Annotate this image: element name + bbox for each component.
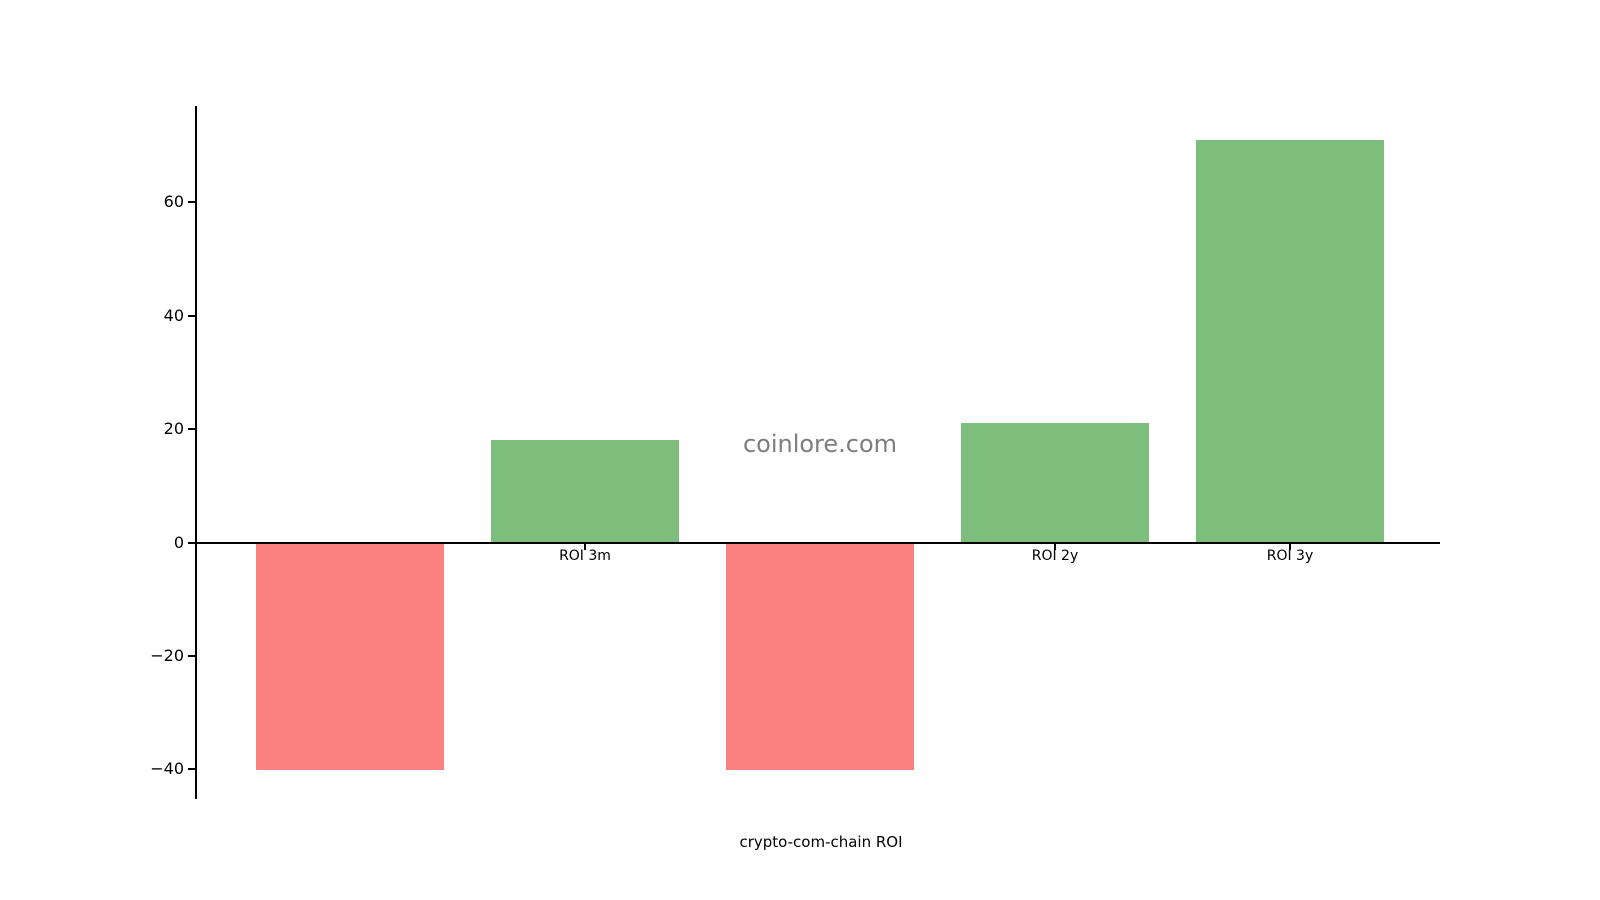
y-tick-label: −40 bbox=[150, 759, 184, 779]
y-tick-mark bbox=[188, 654, 195, 657]
y-tick-mark bbox=[188, 541, 195, 544]
y-axis-line bbox=[195, 106, 197, 799]
y-tick-mark bbox=[188, 314, 195, 317]
x-tick-mark bbox=[1054, 543, 1056, 550]
x-tick-mark bbox=[584, 543, 586, 550]
x-tick-label: ROI 3m bbox=[559, 547, 611, 564]
bar-positive bbox=[491, 440, 679, 543]
y-tick-label: −20 bbox=[150, 645, 184, 665]
bar-negative bbox=[256, 543, 444, 771]
x-axis-line bbox=[195, 541, 1440, 544]
y-tick-label: 20 bbox=[163, 419, 184, 439]
y-tick-mark bbox=[188, 201, 195, 204]
x-tick-label: ROI 2y bbox=[1031, 547, 1079, 564]
x-tick-mark bbox=[1289, 543, 1291, 550]
y-tick-mark bbox=[188, 768, 195, 771]
y-tick-label: 0 bbox=[173, 532, 184, 552]
y-tick-label: 60 bbox=[163, 192, 184, 212]
bar-negative bbox=[726, 543, 914, 771]
y-tick-mark bbox=[188, 428, 195, 431]
bar-positive bbox=[961, 423, 1149, 543]
bar-positive bbox=[1196, 139, 1384, 543]
y-tick-label: 40 bbox=[163, 305, 184, 325]
x-axis-title: crypto-com-chain ROI bbox=[739, 833, 903, 851]
x-tick-label: ROI 3y bbox=[1266, 547, 1314, 564]
coinlore-watermark: coinlore.com bbox=[742, 430, 898, 458]
